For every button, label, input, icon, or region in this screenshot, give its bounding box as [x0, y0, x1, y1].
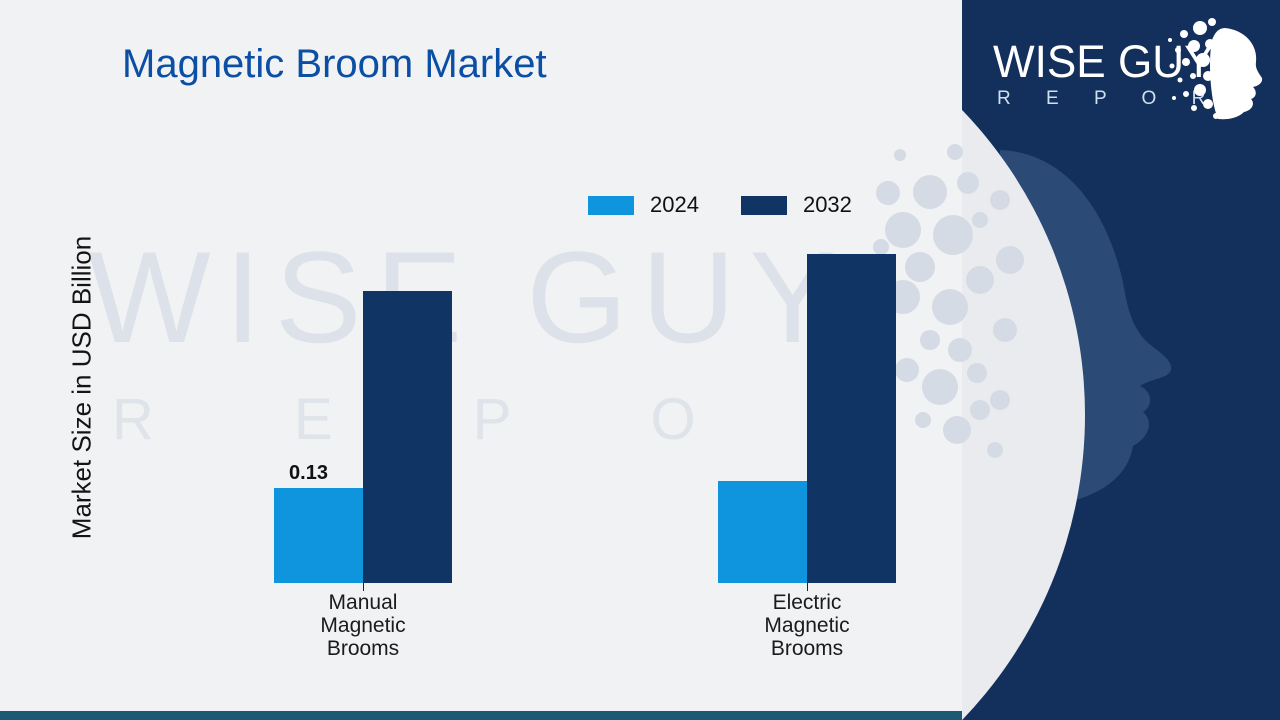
page-title: Magnetic Broom Market	[122, 42, 547, 86]
bar-2032-electric-magnetic-brooms	[807, 254, 896, 583]
legend-item-2032: 2032	[740, 192, 852, 218]
bar-2024-manual-magnetic-brooms	[274, 488, 363, 583]
logo-wiseguy-text: WISE GUY	[993, 36, 1214, 87]
dissolve-circle	[962, 109, 1085, 720]
legend-item-2024: 2024	[588, 192, 699, 218]
y-axis-label: Market Size in USD Billion	[66, 235, 97, 540]
chart-legend: 2024 2032	[588, 192, 852, 218]
legend-swatch	[588, 195, 634, 215]
bar-chart: 0.13 Manual Magnetic Brooms Electric Magnetic…	[274, 254, 896, 660]
brand-panel-art	[962, 0, 1280, 720]
category-label: Manual Magnetic Brooms	[320, 591, 406, 660]
legend-label: 2024	[650, 192, 699, 217]
bar-2032-manual-magnetic-brooms	[363, 291, 452, 583]
brand-panel	[962, 0, 1280, 720]
category-tick	[363, 583, 364, 591]
watermark-logo-text: WISE GUY	[88, 224, 851, 370]
legend-label: 2032	[802, 192, 852, 217]
gray-dots-pattern	[873, 144, 1024, 458]
logo-face-icon	[1168, 18, 1263, 120]
category-tick	[807, 583, 808, 591]
category-label: Electric Magnetic Brooms	[764, 591, 850, 660]
bottom-accent-strip	[0, 711, 962, 720]
bar-2024-electric-magnetic-brooms	[718, 481, 807, 583]
legend-swatch	[740, 195, 787, 215]
bar-value-label: 0.13	[289, 462, 328, 484]
